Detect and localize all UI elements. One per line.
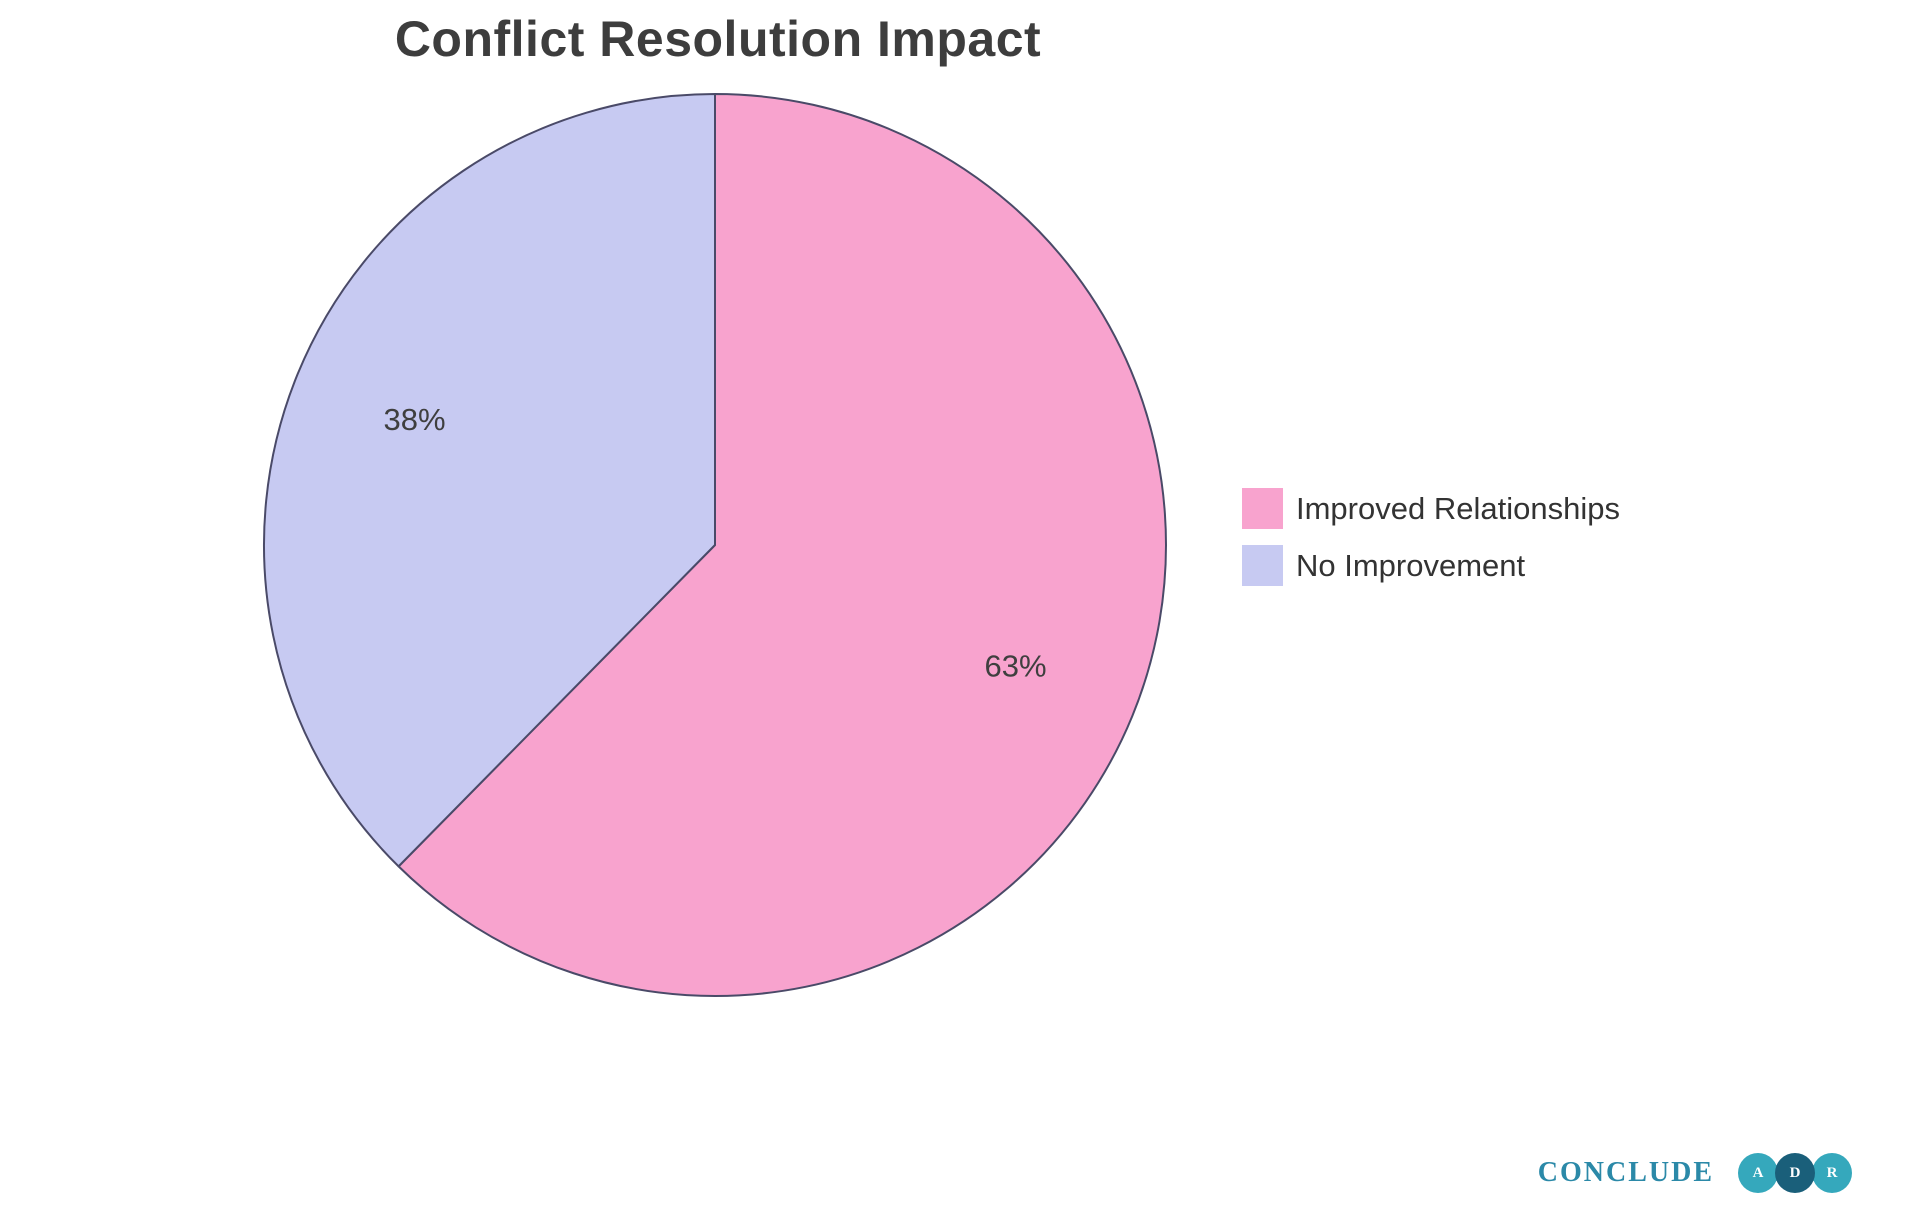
legend-swatch-1 [1242, 545, 1283, 586]
brand-badge-r: R [1812, 1153, 1852, 1193]
brand-badge-d: D [1775, 1153, 1815, 1193]
pie-slice-1 [263, 93, 716, 868]
legend-label-0: Improved Relationships [1296, 490, 1620, 526]
pie-slice-0 [397, 93, 1167, 997]
brand-badge-a: A [1738, 1153, 1778, 1193]
legend-swatch-0 [1242, 488, 1283, 529]
pie-slice-label-0: 63% [984, 648, 1046, 683]
pie-chart: 63% 38% [263, 93, 1167, 997]
brand-wordmark: CONCLUDE [1537, 1157, 1714, 1188]
legend-item-1: No Improvement [1242, 545, 1620, 586]
chart-legend: Improved Relationships No Improvement [1242, 488, 1620, 602]
chart-title: Conflict Resolution Impact [394, 11, 1042, 67]
pie-slice-label-1: 38% [383, 402, 445, 437]
legend-label-1: No Improvement [1296, 547, 1526, 583]
legend-item-0: Improved Relationships [1242, 488, 1620, 529]
